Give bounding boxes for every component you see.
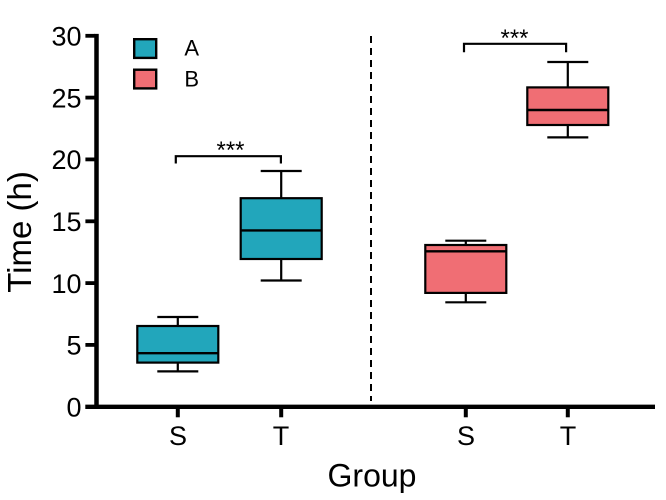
svg-text:15: 15 bbox=[51, 207, 81, 237]
svg-text:25: 25 bbox=[51, 83, 81, 113]
svg-text:20: 20 bbox=[51, 145, 81, 175]
svg-text:Group: Group bbox=[328, 458, 417, 494]
svg-text:10: 10 bbox=[51, 269, 81, 299]
svg-text:***: *** bbox=[500, 25, 528, 52]
svg-text:A: A bbox=[184, 36, 199, 61]
svg-text:T: T bbox=[560, 421, 577, 451]
svg-text:***: *** bbox=[216, 137, 244, 164]
svg-text:5: 5 bbox=[66, 331, 81, 361]
svg-text:B: B bbox=[184, 67, 199, 92]
svg-text:Time (h): Time (h) bbox=[1, 171, 38, 293]
svg-text:30: 30 bbox=[51, 22, 81, 52]
svg-text:S: S bbox=[169, 421, 187, 451]
svg-text:S: S bbox=[457, 421, 475, 451]
svg-text:T: T bbox=[273, 421, 290, 451]
svg-text:0: 0 bbox=[66, 393, 81, 423]
